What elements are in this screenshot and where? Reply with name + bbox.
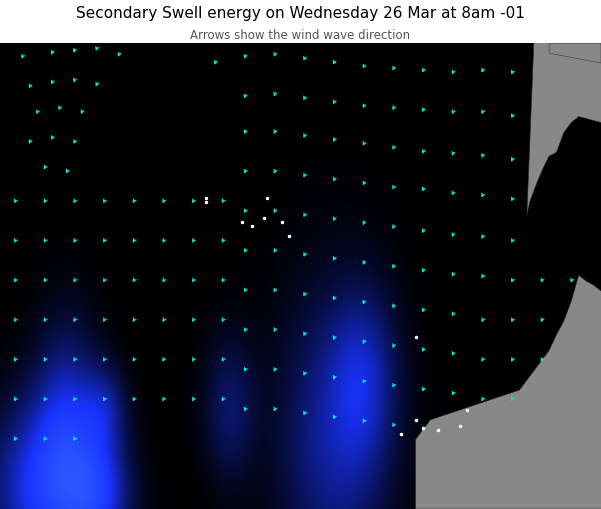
Polygon shape	[549, 43, 601, 63]
Text: Secondary Swell energy on Wednesday 26 Mar at 8am -01: Secondary Swell energy on Wednesday 26 M…	[76, 6, 525, 21]
Polygon shape	[527, 34, 601, 509]
Text: Arrows show the wind wave direction: Arrows show the wind wave direction	[191, 29, 410, 42]
Polygon shape	[415, 275, 601, 509]
